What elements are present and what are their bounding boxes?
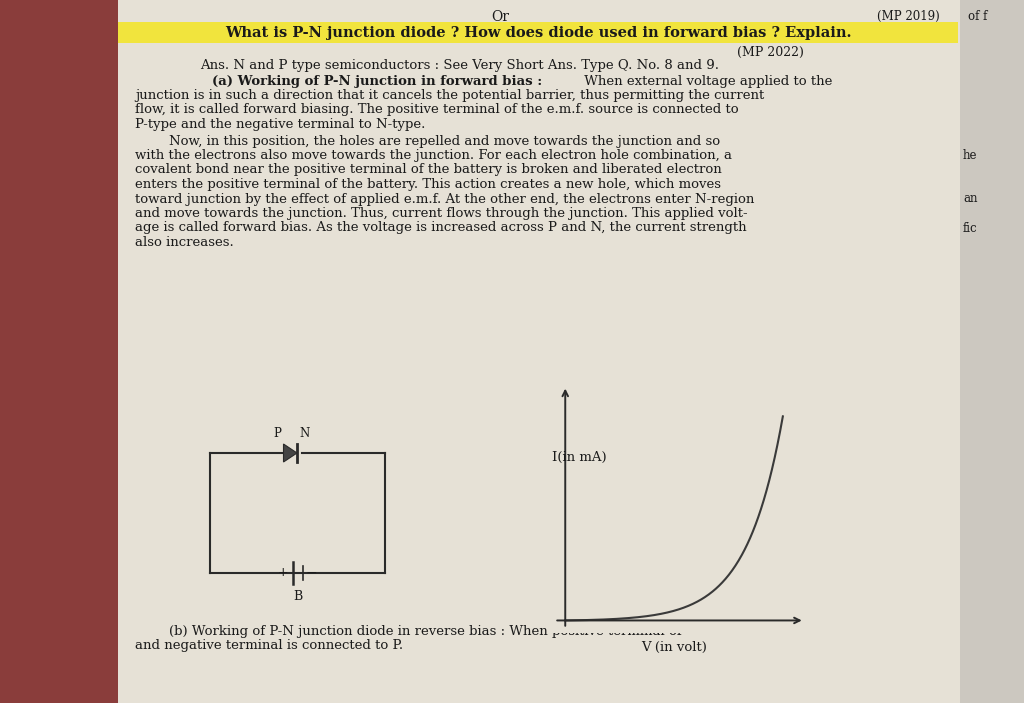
Text: junction is in such a direction that it cancels the potential barrier, thus perm: junction is in such a direction that it …	[135, 89, 764, 102]
Text: (MP 2022): (MP 2022)	[736, 46, 804, 59]
Text: Now, in this position, the holes are repelled and move towards the junction and : Now, in this position, the holes are rep…	[135, 134, 720, 148]
Text: P: P	[273, 427, 282, 440]
Text: he: he	[963, 149, 978, 162]
Text: enters the positive terminal of the battery. This action creates a new hole, whi: enters the positive terminal of the batt…	[135, 178, 721, 191]
Text: When external voltage applied to the: When external voltage applied to the	[580, 75, 833, 87]
Text: Ans. N and P type semiconductors : See Very Short Ans. Type Q. No. 8 and 9.: Ans. N and P type semiconductors : See V…	[200, 59, 719, 72]
Text: age is called forward bias. As the voltage is increased across P and N, the curr: age is called forward bias. As the volta…	[135, 221, 746, 235]
Bar	[118, 22, 958, 43]
Text: of f: of f	[968, 10, 987, 23]
Text: toward junction by the effect of applied e.m.f. At the other end, the electrons : toward junction by the effect of applied…	[135, 193, 755, 205]
Text: (b) Working of P-N junction diode in reverse bias : When positive terminal of: (b) Working of P-N junction diode in rev…	[135, 625, 682, 638]
Text: Or: Or	[490, 10, 509, 24]
Polygon shape	[284, 444, 297, 462]
Text: N: N	[299, 427, 309, 440]
Text: fic: fic	[963, 221, 978, 235]
Text: also increases.: also increases.	[135, 236, 233, 249]
Bar	[961, 0, 1024, 703]
Text: V (in volt): V (in volt)	[641, 641, 707, 654]
Text: an: an	[963, 193, 978, 205]
Text: and negative terminal is connected to P.: and negative terminal is connected to P.	[135, 639, 403, 652]
Text: with the electrons also move towards the junction. For each electron hole combin: with the electrons also move towards the…	[135, 149, 732, 162]
Text: B: B	[293, 590, 302, 603]
Text: covalent bond near the positive terminal of the battery is broken and liberated : covalent bond near the positive terminal…	[135, 164, 722, 176]
Bar	[0, 0, 118, 703]
Text: I(in mA): I(in mA)	[552, 451, 607, 464]
Text: (a) Working of P-N junction in forward bias :: (a) Working of P-N junction in forward b…	[175, 75, 543, 87]
Text: −: −	[305, 566, 317, 580]
Text: What is P-N junction diode ? How does diode used in forward bias ? Explain.: What is P-N junction diode ? How does di…	[224, 27, 851, 41]
Text: P-type and the negative terminal to N-type.: P-type and the negative terminal to N-ty…	[135, 118, 425, 131]
Text: +: +	[278, 567, 289, 579]
Text: flow, it is called forward biasing. The positive terminal of the e.m.f. source i: flow, it is called forward biasing. The …	[135, 103, 738, 117]
Text: and move towards the junction. Thus, current flows through the junction. This ap: and move towards the junction. Thus, cur…	[135, 207, 748, 220]
Text: (MP 2019): (MP 2019)	[878, 10, 940, 23]
